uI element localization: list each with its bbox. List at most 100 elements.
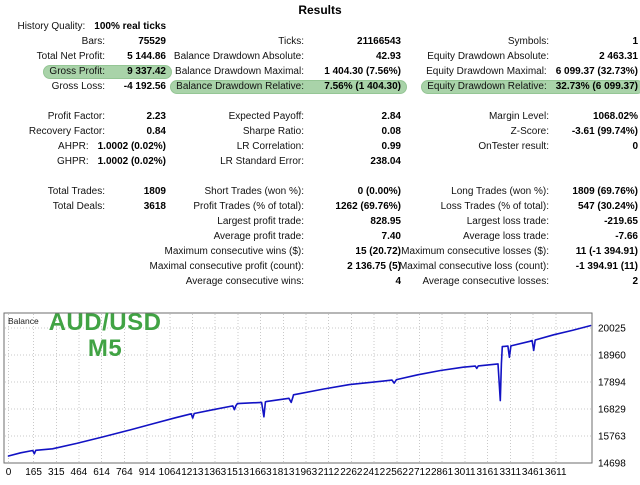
stat-pair: Equity Drawdown Absolute: 2 463.31 — [422, 50, 640, 63]
stat-label: Maximal consecutive loss (count): — [398, 261, 549, 272]
stat-pair: Balance Drawdown Maximal: 1 404.30 (7.56%… — [170, 65, 406, 78]
stat-value: 238.04 — [370, 156, 401, 167]
x-tick-label: 3461 — [522, 467, 545, 478]
stat-pair: Expected Payoff: 2.84 — [224, 110, 406, 123]
stat-label: Largest profit trade: — [217, 216, 304, 227]
balance-chart: 0 165 315 464 614 764 914 1064 1213 1363 1513 1663 1… — [0, 306, 640, 480]
stat-label: Equity Drawdown Relative: — [427, 81, 547, 92]
x-tick-label: 914 — [139, 467, 156, 478]
stat-label: OnTester result: — [478, 141, 549, 152]
stat-label: Short Trades (won %): — [204, 186, 304, 197]
stat-row: Maximal consecutive profit (count): 2 136… — [149, 259, 401, 274]
stat-row: Expected Payoff: 2.84 — [166, 109, 401, 124]
stat-label: Average loss trade: — [463, 231, 549, 242]
stat-value: 1.0002 (0.02%) — [97, 141, 166, 152]
stat-label: Maximal consecutive profit (count): — [149, 261, 304, 272]
stat-value: 5 144.86 — [127, 51, 166, 62]
stat-row: Equity Drawdown Maximal: 6 099.37 (32.73%… — [401, 64, 638, 79]
x-tick-label: 2112 — [318, 467, 340, 478]
stat-row: GHPR: 1.0002 (0.02%) — [0, 154, 166, 169]
stat-pair: Total Deals: 3618 — [48, 200, 171, 213]
stat-pair: Z-Score: -3.61 (99.74%) — [506, 125, 640, 138]
x-tick-label: 1213 — [181, 467, 204, 478]
stat-pair: Equity Drawdown Maximal: 6 099.37 (32.73%… — [421, 65, 640, 78]
stat-row: Largest profit trade: 828.95 — [166, 214, 401, 229]
stat-row — [166, 94, 401, 109]
stat-row — [0, 94, 166, 109]
stat-value: 21166543 — [357, 36, 401, 47]
stat-row: Margin Level: 1068.02% — [401, 109, 638, 124]
stat-column-right: Symbols: 1 Equity Drawdown Absolute: 2 463.… — [398, 19, 640, 289]
stat-row: LR Standard Error: 238.04 — [166, 154, 401, 169]
stat-pair: Short Trades (won %): 0 (0.00%) — [200, 185, 406, 198]
stat-pair: Margin Level: 1068.02% — [484, 110, 640, 123]
stat-label: History Quality: — [17, 21, 86, 32]
stat-label: Average consecutive losses: — [422, 276, 549, 287]
stat-pair: Loss Trades (% of total): 547 (30.24%) — [436, 200, 640, 213]
stat-pair: Average loss trade: -7.66 — [458, 230, 640, 243]
x-tick-label: 464 — [71, 467, 88, 478]
stat-value: 75529 — [138, 36, 166, 47]
stat-pair: Gross Loss: -4 192.56 — [47, 80, 171, 93]
stat-value: 7.40 — [381, 231, 401, 242]
stat-row: OnTester result: 0 — [401, 139, 638, 154]
stat-label: Recovery Factor: — [28, 126, 105, 137]
y-tick-label: 15763 — [598, 432, 626, 443]
stat-label: LR Standard Error: — [220, 156, 304, 167]
stat-value: 2.84 — [381, 111, 401, 122]
stat-pair: Profit Factor: 2.23 — [43, 110, 171, 123]
stat-column-left: History Quality: 100% real ticks Bars: 7552… — [0, 19, 172, 289]
stat-label: Balance Drawdown Absolute: — [173, 51, 304, 62]
stat-pair: OnTester result: 0 — [473, 140, 640, 153]
stat-value: 3618 — [143, 201, 166, 212]
watermark-timeframe: M5 — [87, 335, 123, 362]
stat-pair: Profit Trades (% of total): 1262 (69.76%) — [188, 200, 406, 213]
stat-label: Ticks: — [278, 36, 304, 47]
stat-row-highlighted: Balance Drawdown Relative: 7.56% (1 404.3… — [166, 79, 407, 94]
y-tick-label: 17894 — [598, 378, 626, 389]
stat-value: -3.61 (99.74%) — [571, 126, 638, 137]
stat-value: 2 136.75 (5) — [347, 261, 401, 272]
stat-pair: Maximum consecutive wins ($): 15 (20.72) — [160, 245, 406, 258]
stat-label: Gross Profit: — [49, 66, 105, 77]
x-tick-label: 2861 — [431, 467, 454, 478]
stat-row: Total Net Profit: 5 144.86 — [0, 49, 166, 64]
stat-row: Largest loss trade: -219.65 — [401, 214, 638, 229]
x-tick-label: 0 — [6, 467, 12, 478]
stat-value: -4 192.56 — [123, 81, 166, 92]
stat-label: Margin Level: — [488, 111, 549, 122]
stat-value: 1809 — [143, 186, 166, 197]
stat-row: Total Trades: 1809 — [0, 184, 166, 199]
stat-row — [401, 169, 638, 184]
stat-pair: Average consecutive wins: 4 — [181, 275, 406, 288]
x-tick-label: 1663 — [249, 467, 272, 478]
stat-value: 7.56% (1 404.30) — [324, 81, 401, 92]
stat-pair: Total Trades: 1809 — [43, 185, 171, 198]
stat-row: Maximum consecutive losses ($): 11 (-1 39… — [401, 244, 638, 259]
stat-pair: Average profit trade: 7.40 — [209, 230, 406, 243]
stat-label: Profit Factor: — [47, 111, 105, 122]
stat-value: 1 — [632, 36, 638, 47]
stat-row: Balance Drawdown Absolute: 42.93 — [166, 49, 401, 64]
stat-row: Bars: 75529 — [0, 34, 166, 49]
stat-label: Total Trades: — [47, 186, 105, 197]
stat-row: Balance Drawdown Maximal: 1 404.30 (7.56%… — [166, 64, 401, 79]
stat-pair: Average consecutive losses: 2 — [417, 275, 640, 288]
stat-row: Maximal consecutive loss (count): -1 394.… — [398, 259, 638, 274]
stat-pair: Balance Drawdown Relative: 7.56% (1 404.3… — [170, 79, 407, 94]
stat-label: Largest loss trade: — [466, 216, 549, 227]
stat-row: Average consecutive losses: 2 — [401, 274, 638, 289]
stat-pair: Bars: 75529 — [77, 35, 171, 48]
y-tick-label: 18960 — [598, 350, 626, 361]
stat-label: GHPR: — [56, 156, 89, 167]
watermark-symbol: AUD/USD — [48, 309, 162, 336]
stat-value: 32.73% (6 099.37) — [555, 81, 638, 92]
x-tick-label: 2712 — [408, 467, 431, 478]
stat-pair: History Quality: 100% real ticks — [12, 20, 171, 33]
stat-value: 6 099.37 (32.73%) — [555, 66, 638, 77]
stat-label: Equity Drawdown Absolute: — [427, 51, 549, 62]
x-tick-label: 1813 — [272, 467, 295, 478]
stat-value: 100% real ticks — [94, 21, 166, 32]
stat-value: 1 404.30 (7.56%) — [324, 66, 401, 77]
stat-label: Total Deals: — [52, 201, 105, 212]
